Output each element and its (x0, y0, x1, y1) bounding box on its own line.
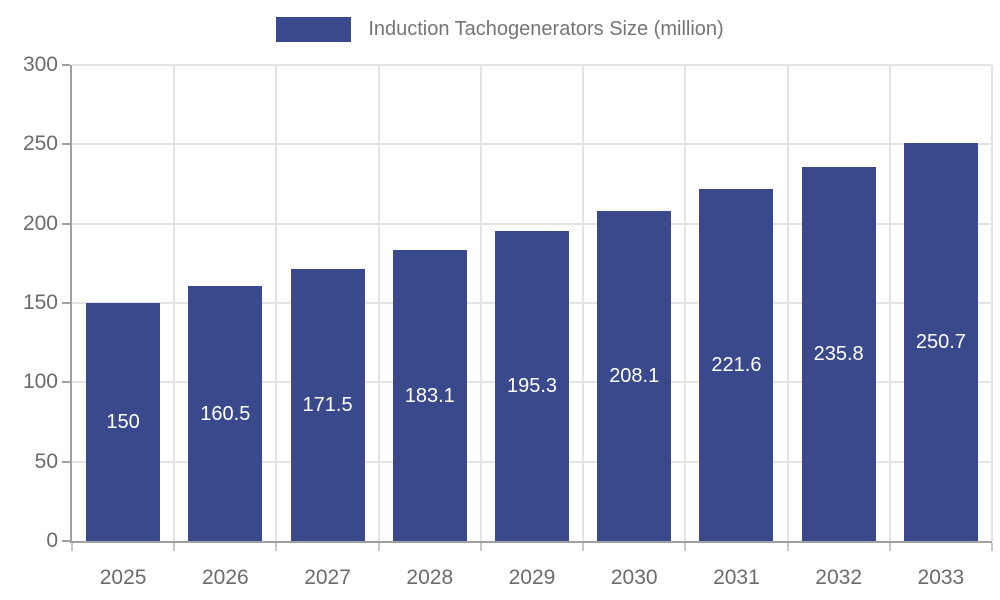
x-tick-mark (888, 543, 891, 551)
bar: 195.3 (495, 231, 569, 541)
x-tick-mark (173, 543, 176, 551)
y-tick-mark (62, 64, 70, 66)
bar: 235.8 (801, 166, 876, 541)
bar: 160.5 (188, 286, 263, 541)
y-tick-label: 250 (22, 132, 58, 156)
x-tick-mark (684, 543, 687, 551)
bar: 250.7 (903, 143, 978, 541)
x-tick-mark (479, 543, 482, 551)
y-tick-label: 300 (22, 53, 58, 76)
bar: 171.5 (290, 268, 365, 541)
x-gridline (582, 65, 585, 541)
x-tick-mark (377, 543, 380, 551)
x-tick-label: 2033 (917, 566, 965, 589)
x-gridline (684, 65, 687, 541)
bar-value-label: 221.6 (711, 354, 762, 377)
x-axis-line (70, 541, 992, 543)
y-tick-mark (62, 381, 70, 384)
bar-value-label: 171.5 (302, 393, 353, 416)
y-tick-label: 0 (46, 529, 58, 552)
bar-value-label: 235.8 (813, 342, 864, 365)
y-tick-mark (62, 143, 70, 146)
x-tick-label: 2029 (508, 566, 556, 589)
x-gridline (377, 65, 380, 541)
y-tick-label: 100 (22, 370, 58, 394)
x-tick-label: 2025 (99, 566, 147, 589)
y-tick-mark (62, 540, 70, 542)
x-tick-label: 2032 (815, 566, 863, 589)
y-gridline (72, 222, 992, 225)
chart-legend: Induction Tachogenerators Size (million) (0, 17, 1000, 42)
x-gridline (173, 65, 176, 541)
y-tick-mark (62, 302, 70, 304)
legend-label: Induction Tachogenerators Size (million) (368, 18, 724, 40)
x-tick-label: 2030 (610, 566, 658, 589)
x-tick-label: 2027 (304, 566, 351, 589)
x-gridline (888, 65, 891, 541)
x-tick-mark (582, 543, 585, 551)
x-gridline (479, 65, 482, 541)
x-tick-mark (991, 543, 993, 551)
bar-value-label: 250.7 (915, 331, 966, 354)
bar: 208.1 (597, 210, 672, 541)
bar-value-label: 195.3 (506, 375, 558, 398)
bar: 183.1 (392, 250, 467, 541)
bar-value-label: 208.1 (609, 364, 660, 387)
x-tick-label: 2026 (201, 566, 249, 589)
y-tick-mark (62, 460, 70, 463)
bar: 221.6 (699, 189, 774, 541)
x-gridline (991, 65, 993, 541)
plot-area: 150 160.5 171.5 183.1 195.3 208.1 221.6 235.8 25… (62, 64, 993, 551)
x-gridline (786, 65, 789, 541)
bar: 150 (86, 303, 161, 541)
x-tick-label: 2031 (713, 566, 760, 589)
y-gridline (72, 64, 992, 66)
bar-value-label: 150 (106, 411, 140, 433)
legend-swatch (276, 17, 352, 42)
x-tick-mark (71, 543, 73, 551)
bar-value-label: 183.1 (404, 384, 455, 407)
y-tick-label: 150 (22, 291, 58, 314)
bar-value-label: 160.5 (200, 402, 251, 425)
y-tick-mark (62, 222, 70, 225)
y-gridline (72, 143, 992, 146)
x-tick-mark (786, 543, 789, 551)
y-tick-label: 200 (22, 211, 58, 235)
y-axis-line (70, 65, 72, 541)
x-tick-label: 2028 (406, 566, 454, 589)
x-tick-mark (275, 543, 278, 551)
x-gridline (275, 65, 278, 541)
y-tick-label: 50 (34, 449, 58, 473)
